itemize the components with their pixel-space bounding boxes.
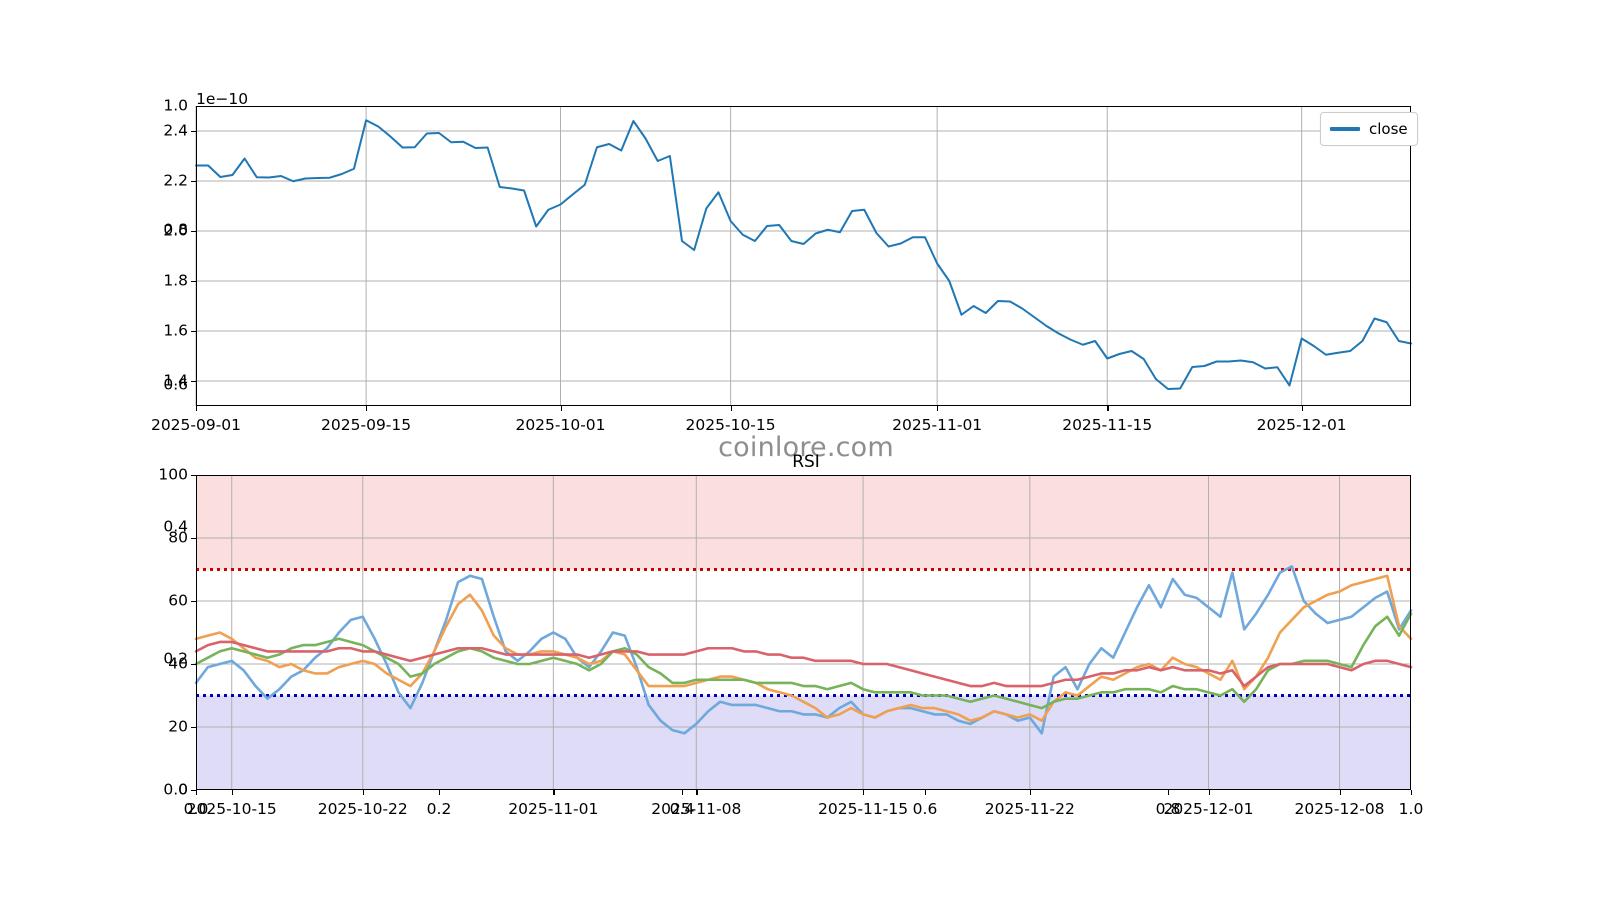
rsi-secondary-xtick-label-4: 0.8: [1155, 800, 1181, 818]
price-ytick-mark-0: [191, 381, 196, 383]
rsi-ytick-label-2: 40: [168, 654, 188, 673]
price-xtick-label-2: 2025-10-01: [515, 416, 606, 434]
rsi-ytick-label-5: 100: [158, 465, 188, 484]
rsi-ytick-label-1: 20: [168, 717, 188, 736]
rsi-xtick-label-0: 2025-10-15: [186, 800, 277, 818]
price-ytick-mark-3: [191, 231, 196, 233]
rsi-ytick-mark-4: [191, 538, 196, 540]
rsi-plot-area: [194, 475, 1413, 790]
rsi-ytick-label-0: 0: [178, 780, 188, 799]
price-axis-offset-text: 1e−10: [196, 90, 249, 108]
rsi-secondary-xtick-mark-0: [196, 790, 198, 795]
price-chart-panel: 1e−10 1.4 1.6 1.8 2.0 2.2 2.4 0.6 0.8 1.0 2025-09…: [0, 0, 1600, 445]
rsi-series-svg: [194, 475, 1413, 790]
rsi-xtick-mark-6: [1208, 790, 1210, 795]
price-xtick-mark-4: [937, 406, 939, 411]
price-secondary-ytick-label-1: 0.8: [163, 220, 188, 238]
price-secondary-ytick-label-0: 0.6: [163, 375, 188, 393]
rsi-xtick-label-2: 2025-11-01: [508, 800, 599, 818]
rsi-secondary-xtick-label-5: 1.0: [1398, 800, 1424, 818]
rsi-secondary-xtick-label-3: 0.6: [912, 800, 938, 818]
rsi-secondary-xtick-mark-4: [1168, 790, 1170, 795]
rsi-series-rsi-14: [194, 574, 1413, 722]
price-xtick-mark-1: [366, 406, 368, 411]
rsi-ytick-label-3: 60: [168, 591, 188, 610]
rsi-ytick-mark-5: [191, 475, 196, 477]
price-ytick-mark-1: [191, 331, 196, 333]
rsi-xtick-label-3: 2025-11-08: [651, 800, 742, 818]
rsi-ytick-label-4: 80: [168, 528, 188, 547]
rsi-xtick-mark-2: [553, 790, 555, 795]
rsi-xtick-label-4: 2025-11-15: [818, 800, 909, 818]
price-ytick-label-4: 2.2: [163, 171, 188, 190]
price-ytick-label-0: 1.4: [163, 371, 188, 390]
rsi-secondary-xtick-mark-5: [1411, 790, 1413, 795]
rsi-series-rsi-22: [194, 612, 1413, 710]
price-xtick-mark-5: [1107, 406, 1109, 411]
rsi-ytick-mark-3: [191, 601, 196, 603]
rsi-ytick-mark-0: [191, 790, 196, 792]
rsi-xtick-mark-1: [362, 790, 365, 795]
rsi-secondary-xtick-label-1: 0.2: [426, 800, 452, 818]
rsi-xtick-mark-4: [863, 790, 865, 795]
price-series-svg: [195, 106, 1412, 406]
price-ytick-mark-5: [191, 131, 196, 133]
price-xtick-label-3: 2025-10-15: [685, 416, 776, 434]
price-ytick-label-5: 2.4: [163, 121, 188, 140]
rsi-secondary-xtick-mark-2: [682, 790, 684, 795]
price-xtick-label-4: 2025-11-01: [892, 416, 983, 434]
rsi-xtick-label-5: 2025-11-22: [984, 800, 1075, 818]
rsi-secondary-xtick-label-0: 0.0: [183, 800, 209, 818]
rsi-xtick-label-7: 2025-12-08: [1294, 800, 1385, 818]
price-xtick-mark-3: [730, 406, 732, 411]
price-xtick-mark-2: [560, 406, 562, 411]
rsi-series-rsi-9: [194, 565, 1413, 735]
rsi-series-rsi-42: [194, 640, 1413, 688]
rsi-secondary-ytick-label-1: 0.2: [163, 649, 188, 668]
coinlore-watermark: coinlore.com: [718, 432, 894, 463]
price-legend-swatch-0: [1330, 127, 1360, 131]
price-ytick-label-2: 1.8: [163, 271, 188, 290]
rsi-xtick-mark-7: [1339, 790, 1341, 795]
rsi-panel-title: RSI: [792, 452, 820, 472]
price-xtick-label-5: 2025-11-15: [1062, 416, 1153, 434]
price-legend-row-0[interactable]: close: [1330, 119, 1408, 139]
price-series-close: [195, 119, 1412, 390]
price-ytick-mark-2: [191, 281, 196, 283]
price-xtick-label-0: 2025-09-01: [150, 416, 242, 434]
price-secondary-ytick-label-2: 1.0: [163, 96, 188, 115]
rsi-ytick-mark-2: [191, 664, 196, 666]
price-xtick-mark-6: [1301, 406, 1303, 411]
rsi-xtick-mark-3: [696, 790, 698, 795]
price-xtick-label-6: 2025-12-01: [1256, 416, 1347, 434]
price-xtick-label-1: 2025-09-15: [321, 416, 412, 434]
rsi-xtick-label-1: 2025-10-22: [317, 800, 408, 818]
price-plot-area: [195, 106, 1412, 406]
rsi-secondary-ytick-label-0: 0.0: [163, 780, 188, 799]
rsi-xtick-mark-5: [1029, 790, 1032, 795]
rsi-secondary-xtick-mark-3: [925, 790, 927, 795]
rsi-secondary-ytick-label-2: 0.4: [163, 517, 188, 536]
rsi-xtick-label-6: 2025-12-01: [1163, 800, 1254, 818]
rsi-chart-panel: 0 20 40 60 80 100 0.0 0.2 0.4 2025-10-15 2025-10-2…: [0, 445, 1600, 845]
rsi-ytick-mark-1: [191, 727, 196, 729]
rsi-secondary-xtick-label-2: 0.4: [669, 800, 695, 818]
price-xtick-mark-0: [196, 406, 198, 411]
rsi-secondary-xtick-mark-1: [439, 790, 441, 795]
price-ytick-label-1: 1.6: [163, 321, 188, 340]
price-legend-label-0: close: [1369, 120, 1408, 138]
rsi-xtick-mark-0: [231, 790, 234, 795]
price-legend[interactable]: close: [1320, 112, 1418, 146]
price-ytick-label-3: 2.0: [163, 221, 188, 240]
price-ytick-mark-4: [191, 181, 196, 183]
